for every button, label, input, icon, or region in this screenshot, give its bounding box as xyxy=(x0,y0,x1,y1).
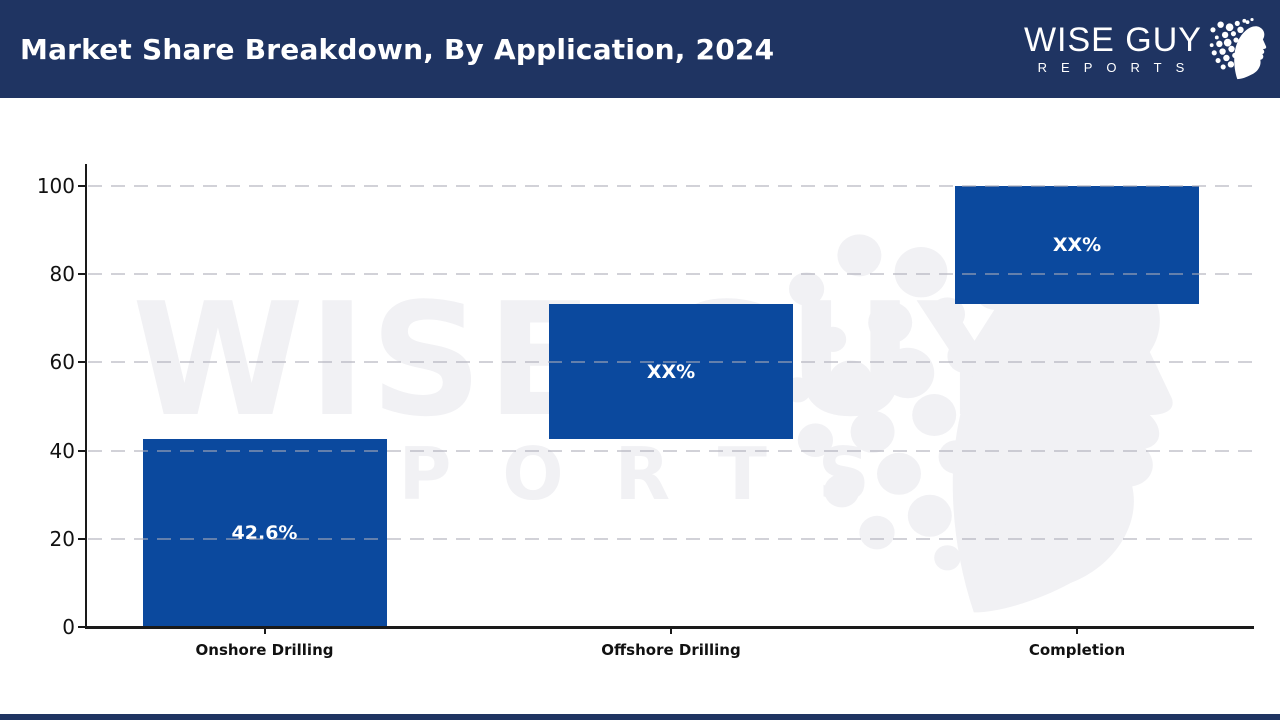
page-title: Market Share Breakdown, By Application, … xyxy=(20,32,775,66)
bar-value-label: 42.6% xyxy=(231,522,298,545)
y-tick-label-0: 0 xyxy=(62,615,75,639)
x-tick-0 xyxy=(263,629,266,634)
header-banner: Market Share Breakdown, By Application, … xyxy=(0,0,1280,98)
logo-wordmark: WISE GUY xyxy=(1023,21,1202,60)
y-tick-label-20: 20 xyxy=(49,526,75,551)
y-axis-line xyxy=(85,164,87,629)
y-tick-60 xyxy=(78,361,85,364)
bar-onshore-drilling: 42.6% xyxy=(142,439,387,627)
gridline-80 xyxy=(88,273,1258,276)
y-tick-0 xyxy=(78,626,85,628)
bar-value-label: XX% xyxy=(1052,234,1102,257)
y-tick-label-80: 80 xyxy=(49,262,75,287)
logo-subtext: REPORTS xyxy=(1037,59,1199,75)
footer-accent-bar xyxy=(0,714,1280,720)
bar-offshore-drilling: XX% xyxy=(549,304,793,440)
wise-guy-reports-logo: WISE GUY REPORTS xyxy=(1024,6,1268,92)
y-tick-label-100: 100 xyxy=(36,174,75,198)
y-tick-label-40: 40 xyxy=(49,438,75,463)
gridline-40 xyxy=(88,449,1258,452)
x-axis-line xyxy=(85,626,1254,629)
bar-value-label: XX% xyxy=(646,360,696,383)
y-tick-40 xyxy=(78,449,85,452)
x-tick-1 xyxy=(670,629,672,634)
y-tick-80 xyxy=(78,273,85,276)
x-category-label: Completion xyxy=(1028,641,1126,659)
logo-text: WISE GUY REPORTS xyxy=(1023,21,1202,75)
gridline-100 xyxy=(88,185,1258,187)
gridline-60 xyxy=(88,361,1258,364)
y-tick-label-60: 60 xyxy=(49,350,75,375)
gridline-20 xyxy=(88,537,1258,540)
x-category-label: Offshore Drilling xyxy=(601,641,741,659)
bar-completion: XX% xyxy=(955,186,1199,305)
dotted-head-logo-icon xyxy=(1209,17,1267,80)
y-tick-20 xyxy=(78,537,85,540)
x-category-label: Onshore Drilling xyxy=(195,641,334,659)
x-tick-2 xyxy=(1076,629,1078,634)
y-tick-100 xyxy=(78,185,85,187)
